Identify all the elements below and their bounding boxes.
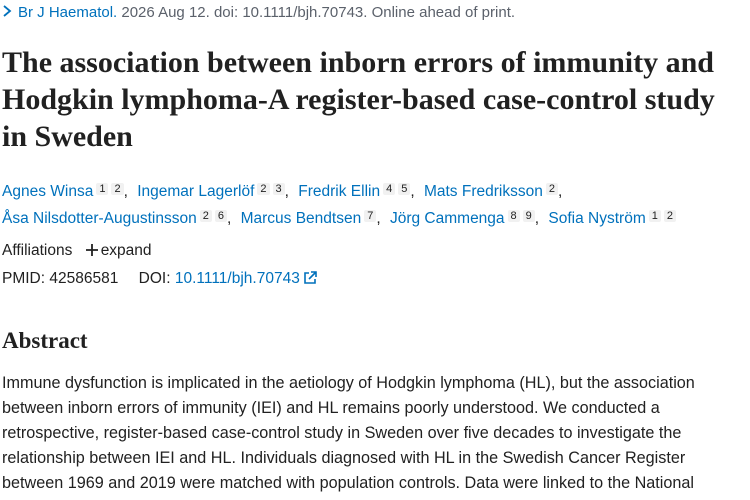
journal-link[interactable]: Br J Haematol. (18, 4, 118, 21)
affiliation-number[interactable]: 2 (545, 183, 558, 195)
plus-icon (85, 244, 98, 256)
affiliation-number[interactable]: 2 (257, 183, 270, 195)
identifiers: PMID: 42586581 DOI: 10.1111/bjh.70743 (2, 270, 317, 288)
author-name[interactable]: Jörg Cammenga (389, 210, 505, 227)
author-name[interactable]: Fredrik Ellin (298, 183, 381, 200)
author: Sofia Nyström 1 2 (548, 210, 677, 227)
author: Mats Fredriksson 2 (424, 183, 567, 200)
author: Agnes Winsa 1 2 (2, 183, 133, 200)
abstract-text: Immune dysfunction is implicated in the … (2, 374, 695, 492)
affiliation-number[interactable]: 5 (398, 183, 411, 195)
affiliation-number[interactable]: 2 (199, 210, 212, 222)
citation: Br J Haematol. 2026 Aug 12. doi: 10.1111… (2, 4, 515, 21)
affiliation-number[interactable]: 8 (507, 210, 520, 222)
affiliation-number[interactable]: 2 (111, 183, 124, 195)
author: Ingemar Lagerlöf 2 3 (137, 183, 294, 200)
affiliation-number[interactable]: 1 (96, 183, 109, 195)
affiliation-number[interactable]: 7 (364, 210, 377, 222)
author: Fredrik Ellin 4 5 (298, 183, 420, 200)
affiliation-number[interactable]: 1 (648, 210, 661, 222)
pmid-label: PMID: (2, 270, 46, 287)
author-name[interactable]: Åsa Nilsdotter-Augustinsson (2, 210, 197, 227)
author-name[interactable]: Mats Fredriksson (423, 183, 543, 200)
chevron-icon (3, 5, 12, 17)
affiliation-number[interactable]: 3 (272, 183, 285, 195)
affiliations-label: Affiliations (2, 242, 73, 259)
author-name[interactable]: Ingemar Lagerlöf (137, 183, 255, 200)
expand-toggle[interactable]: expand (77, 242, 152, 259)
pmid: 42586581 (49, 270, 119, 287)
external-link-icon (304, 271, 317, 284)
doi-link[interactable]: 10.1111/bjh.70743 (175, 270, 317, 287)
affiliation-number[interactable]: 9 (522, 210, 535, 222)
affiliation-number[interactable]: 6 (214, 210, 227, 222)
author: Åsa Nilsdotter-Augustinsson 2 6 (2, 210, 236, 227)
affiliation-number[interactable]: 4 (383, 183, 396, 195)
author: Jörg Cammenga 8 9 (390, 210, 544, 227)
author-name[interactable]: Marcus Bendtsen (240, 210, 362, 227)
affiliations-row: Affiliations expand (2, 242, 152, 260)
author: Marcus Bendtsen 7 (241, 210, 386, 227)
author-name[interactable]: Agnes Winsa (2, 183, 94, 200)
citation-details: 2026 Aug 12. doi: 10.1111/bjh.70743. Onl… (121, 4, 516, 21)
abstract-heading: Abstract (2, 328, 88, 353)
doi: 10.1111/bjh.70743 (174, 270, 300, 287)
affiliation-number[interactable]: 2 (663, 210, 677, 222)
article-title: The association between inborn errors of… (2, 46, 715, 153)
doi-label: DOI: (138, 270, 171, 287)
author-name[interactable]: Sofia Nyström (548, 210, 646, 227)
expand-label: expand (100, 242, 152, 259)
